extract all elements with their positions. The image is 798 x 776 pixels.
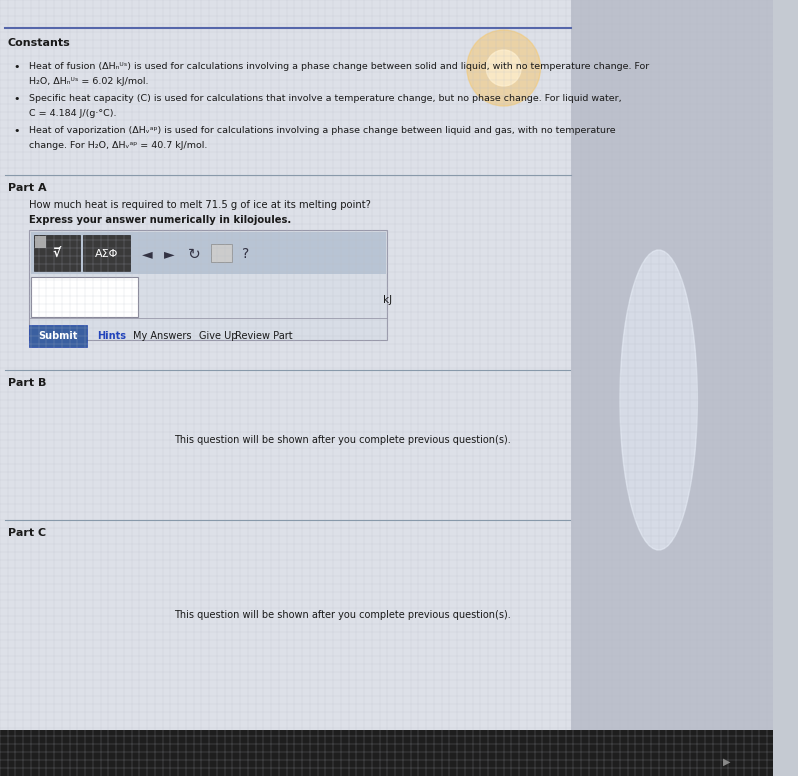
- FancyBboxPatch shape: [83, 235, 130, 271]
- Text: Heat of fusion (ΔHₙᵁˢ) is used for calculations involving a phase change between: Heat of fusion (ΔHₙᵁˢ) is used for calcu…: [29, 62, 650, 71]
- FancyBboxPatch shape: [29, 325, 87, 347]
- Text: Heat of vaporization (ΔHᵥᵃᵖ) is used for calculations involving a phase change b: Heat of vaporization (ΔHᵥᵃᵖ) is used for…: [29, 126, 616, 135]
- Text: Submit: Submit: [38, 331, 77, 341]
- Text: •: •: [14, 94, 20, 104]
- Text: Part C: Part C: [8, 528, 45, 538]
- Text: •: •: [14, 126, 20, 136]
- Text: ►: ►: [164, 247, 175, 261]
- FancyBboxPatch shape: [34, 235, 81, 271]
- Text: Express your answer numerically in kilojoules.: Express your answer numerically in kiloj…: [29, 215, 291, 225]
- FancyBboxPatch shape: [0, 0, 571, 776]
- Text: ▶: ▶: [723, 757, 730, 767]
- Text: ↻: ↻: [188, 247, 200, 262]
- Text: Hints: Hints: [97, 331, 126, 341]
- Text: Review Part: Review Part: [235, 331, 293, 341]
- Text: My Answers: My Answers: [132, 331, 192, 341]
- FancyBboxPatch shape: [571, 0, 773, 776]
- Text: How much heat is required to melt 71.5 g of ice at its melting point?: How much heat is required to melt 71.5 g…: [29, 200, 371, 210]
- FancyBboxPatch shape: [31, 232, 385, 274]
- Text: kJ: kJ: [382, 295, 392, 305]
- Text: Give Up: Give Up: [199, 331, 237, 341]
- Text: √̅: √̅: [53, 248, 61, 261]
- Text: change. For H₂O, ΔHᵥᵃᵖ = 40.7 kJ/mol.: change. For H₂O, ΔHᵥᵃᵖ = 40.7 kJ/mol.: [29, 141, 207, 150]
- FancyBboxPatch shape: [31, 277, 137, 317]
- Text: Part B: Part B: [8, 378, 46, 388]
- Text: Part A: Part A: [8, 183, 46, 193]
- Text: This question will be shown after you complete previous question(s).: This question will be shown after you co…: [174, 435, 511, 445]
- Text: AΣΦ: AΣΦ: [95, 249, 118, 259]
- Text: H₂O, ΔHₙᵁˢ = 6.02 kJ/mol.: H₂O, ΔHₙᵁˢ = 6.02 kJ/mol.: [29, 77, 148, 86]
- Text: ◄: ◄: [142, 247, 152, 261]
- Text: Specific heat capacity (C) is used for calculations that involve a temperature c: Specific heat capacity (C) is used for c…: [29, 94, 622, 103]
- Text: ?: ?: [243, 247, 250, 261]
- Text: Constants: Constants: [8, 38, 70, 48]
- Text: C = 4.184 J/(g·°C).: C = 4.184 J/(g·°C).: [29, 109, 117, 118]
- Circle shape: [486, 50, 521, 86]
- FancyBboxPatch shape: [211, 244, 232, 262]
- FancyBboxPatch shape: [0, 730, 773, 776]
- FancyBboxPatch shape: [29, 230, 388, 340]
- FancyBboxPatch shape: [35, 236, 46, 248]
- Circle shape: [467, 30, 540, 106]
- Text: This question will be shown after you complete previous question(s).: This question will be shown after you co…: [174, 610, 511, 620]
- Ellipse shape: [620, 250, 697, 550]
- Text: •: •: [14, 62, 20, 72]
